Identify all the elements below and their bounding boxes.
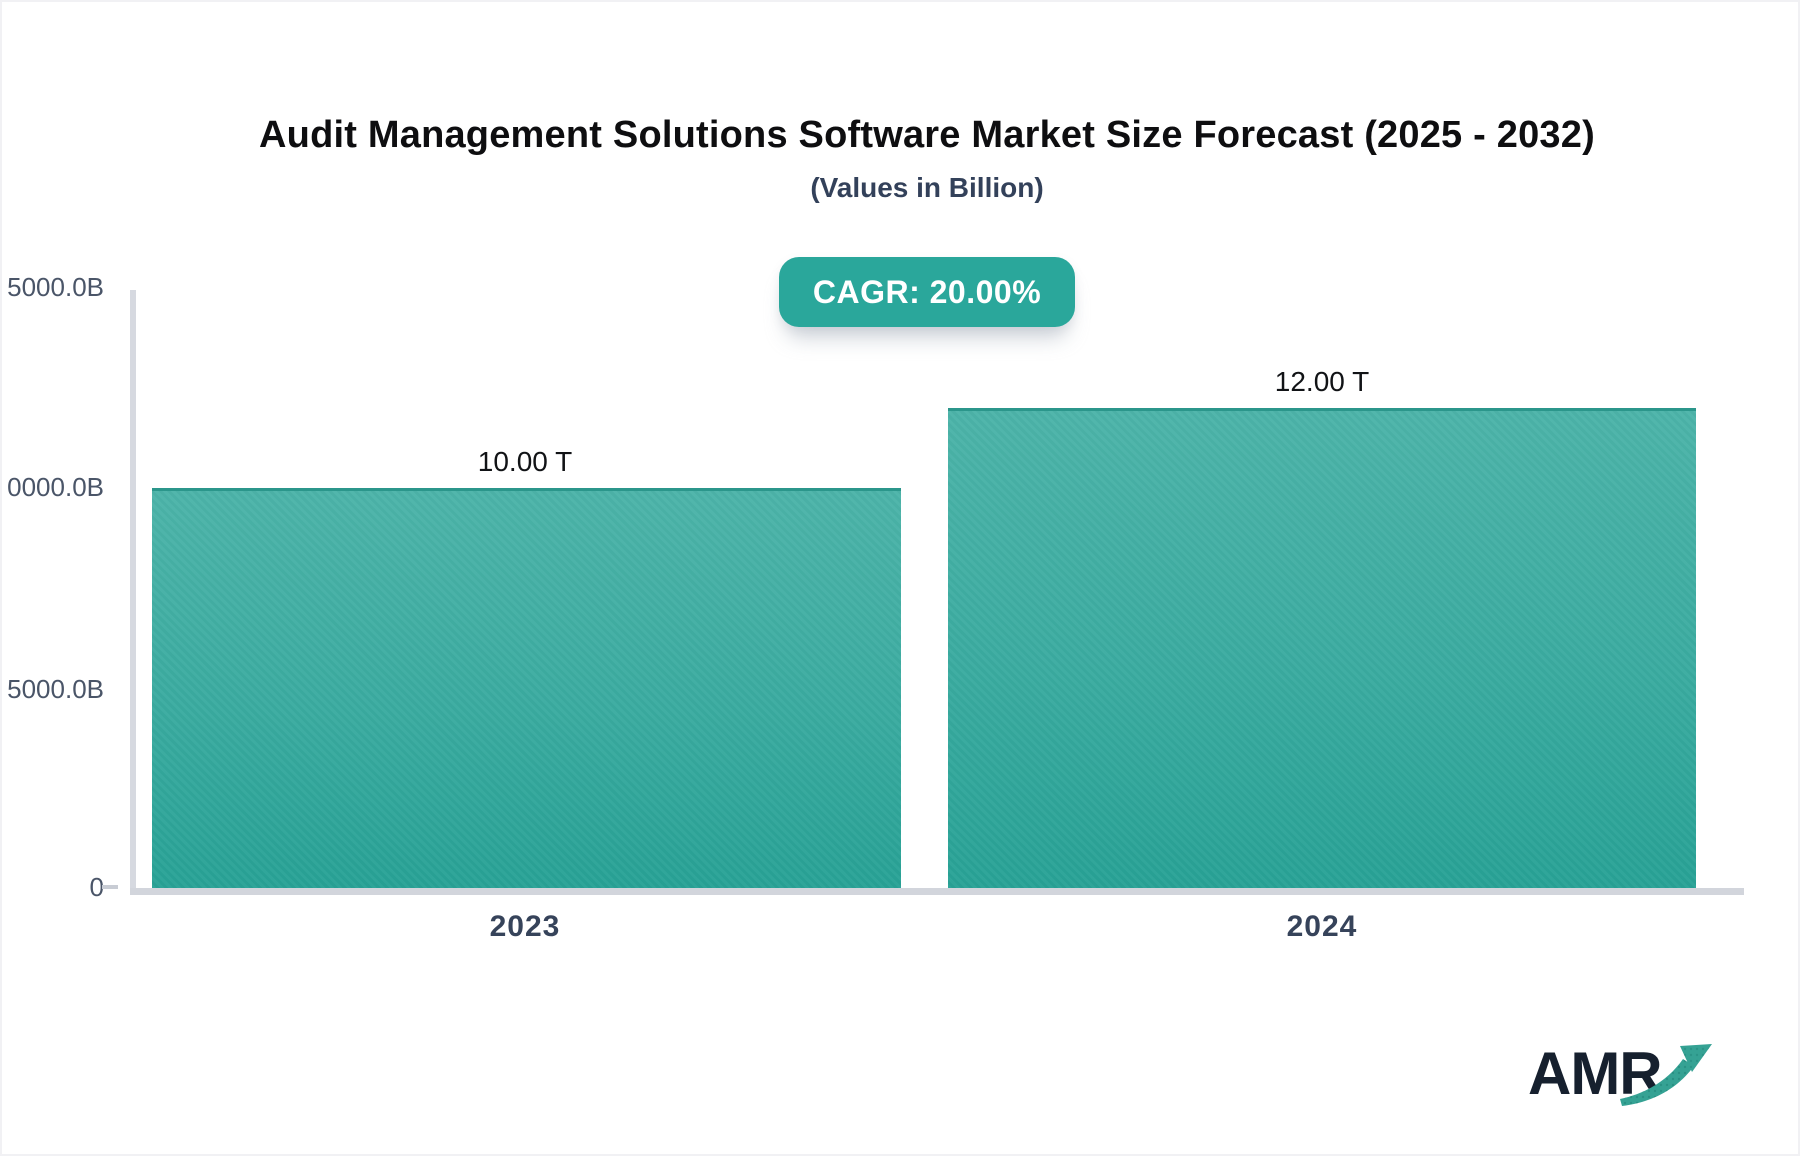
x-axis-label-2023: 2023 — [489, 910, 561, 943]
cagr-badge: CAGR: 20.00% — [779, 257, 1075, 327]
y-axis-tick-label-0: 0 — [89, 872, 104, 902]
x-axis-label-2024: 2024 — [1286, 910, 1358, 943]
bar-value-label-2024: 12.00 T — [1274, 366, 1370, 397]
x-axis-line — [130, 888, 1744, 895]
y-axis-tick-label-10000: 0000.0B — [7, 472, 104, 502]
y-axis-tick-label-5000: 5000.0B — [7, 674, 104, 704]
bar-value-label-2023: 10.00 T — [477, 446, 573, 477]
chart-title: Audit Management Solutions Software Mark… — [259, 114, 1595, 156]
y-axis-line — [130, 290, 136, 895]
amr-logo-graphic: AMR — [1528, 1040, 1712, 1107]
zero-tick-mark — [102, 885, 118, 889]
brand-logo: AMR — [1526, 1022, 1736, 1118]
bar-2023 — [152, 488, 901, 888]
bar-2024 — [948, 408, 1696, 888]
chart-subtitle: (Values in Billion) — [810, 172, 1044, 203]
y-axis-tick-label-15000: 5000.0B — [7, 272, 104, 302]
amr-logo-arrow-icon — [1620, 1044, 1712, 1106]
